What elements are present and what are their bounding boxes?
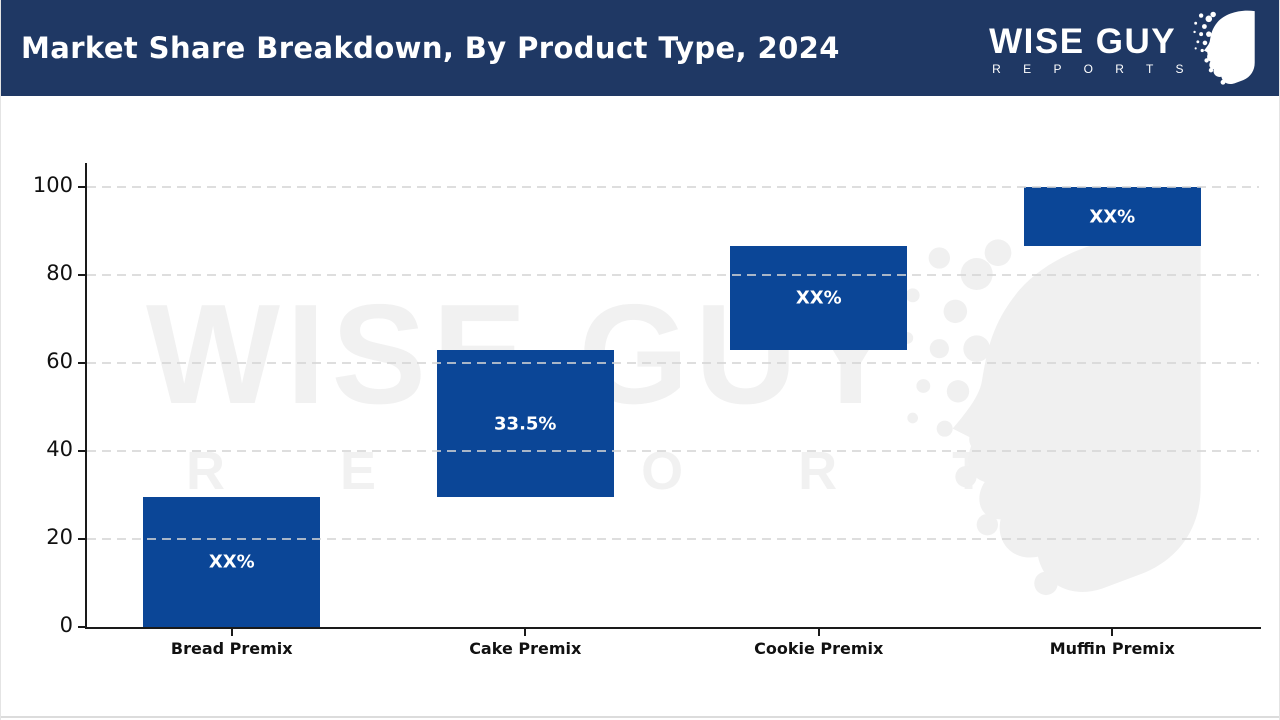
logo-text: WISE GUY R E P O R T S	[989, 22, 1193, 76]
bar-value-label: XX%	[1089, 206, 1136, 228]
x-category-label-cake-premix: Cake Premix	[469, 639, 582, 658]
logo-subtitle: R E P O R T S	[992, 61, 1193, 76]
y-tick-80	[78, 274, 85, 276]
x-tick-cake-premix	[524, 629, 527, 636]
bar-cake-premix	[436, 349, 614, 498]
bar-cookie-premix	[730, 246, 908, 350]
y-tick-20	[78, 538, 85, 540]
y-axis-spine	[85, 163, 87, 629]
gridline-60	[87, 362, 1259, 364]
page-title: Market Share Breakdown, By Product Type,…	[21, 31, 840, 65]
gridline-40	[87, 450, 1259, 452]
watermark-wordmark: WISE GUY	[146, 275, 905, 434]
x-category-label-muffin-premix: Muffin Premix	[1049, 639, 1175, 658]
x-tick-cookie-premix	[817, 629, 820, 636]
y-tick-label: 40	[46, 437, 73, 461]
watermark-head-icon	[901, 233, 1201, 596]
bar-value-label: XX%	[795, 287, 842, 309]
y-tick-label: 20	[46, 525, 73, 549]
y-tick-label: 0	[59, 613, 73, 637]
bar-value-label: 33.5%	[494, 413, 557, 434]
bar-bread-premix	[143, 497, 321, 627]
header-bar: Market Share Breakdown, By Product Type,…	[1, 0, 1279, 96]
y-tick-label: 100	[32, 173, 73, 197]
y-tick-label: 60	[46, 349, 73, 373]
x-tick-bread-premix	[230, 629, 233, 636]
y-tick-40	[78, 450, 85, 452]
x-tick-muffin-premix	[1111, 629, 1114, 636]
dotted-head-icon	[1193, 10, 1255, 85]
y-tick-60	[78, 362, 85, 364]
watermark-text: WISE GUY R E P O R T S	[146, 284, 1186, 502]
y-tick-0	[78, 626, 85, 628]
gridline-100	[87, 186, 1259, 188]
x-axis-spine	[85, 627, 1261, 629]
bar-value-label: XX%	[208, 551, 255, 573]
x-category-label-cookie-premix: Cookie Premix	[754, 639, 884, 658]
bottom-border-line	[1, 716, 1279, 718]
x-category-label-bread-premix: Bread Premix	[170, 639, 293, 658]
logo-wordmark: WISE GUY	[989, 22, 1177, 62]
wise-guy-reports-logo: WISE GUY R E P O R T S	[989, 8, 1269, 92]
gridline-80	[87, 274, 1259, 276]
y-tick-100	[78, 186, 85, 188]
gridline-20	[87, 538, 1259, 540]
y-tick-label: 80	[46, 261, 73, 285]
chart-canvas: WISE GUY R E P O R T S 0 20 40 60 80 100 XX% Br…	[1, 96, 1279, 720]
